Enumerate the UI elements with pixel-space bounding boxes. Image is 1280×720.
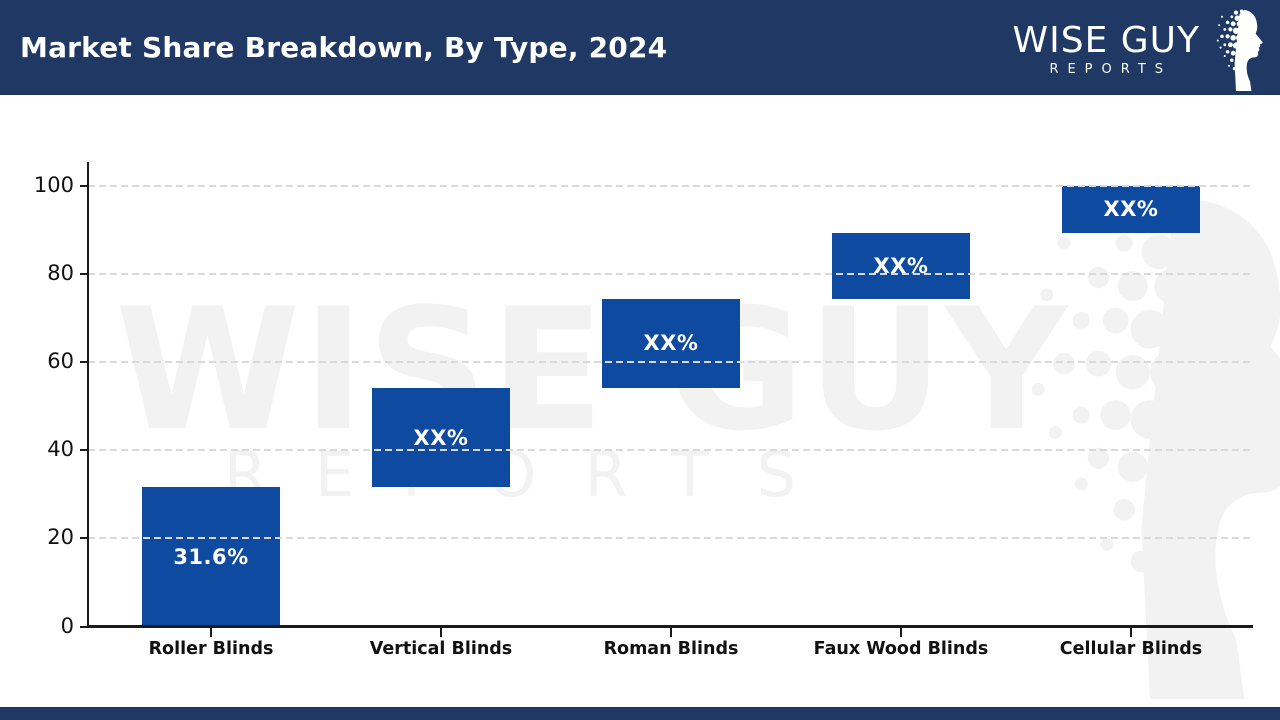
y-axis-line <box>87 162 89 627</box>
y-tick-mark <box>80 449 88 452</box>
y-tick-label: 40 <box>47 437 74 462</box>
gridline-y-60 <box>88 361 1253 364</box>
y-tick-mark <box>80 185 88 188</box>
x-category-label-roller-blinds: Roller Blinds <box>148 639 274 659</box>
y-tick-label: 60 <box>47 349 74 374</box>
gridline-y-100 <box>88 185 1253 188</box>
y-tick-mark <box>80 625 88 628</box>
bar-faux-wood-blinds: XX% <box>832 232 970 299</box>
x-tick-mark <box>900 628 902 637</box>
y-tick-mark <box>80 361 88 364</box>
y-tick-mark <box>80 537 88 540</box>
x-tick-mark <box>1130 628 1132 637</box>
x-tick-mark <box>210 628 212 637</box>
y-tick-label: 0 <box>60 613 74 638</box>
x-axis-line <box>87 625 1253 628</box>
bar-value-label: XX% <box>1103 197 1159 222</box>
logo-text-reports: REPORTS <box>1049 62 1173 77</box>
chart-title: Market Share Breakdown, By Type, 2024 <box>20 31 668 64</box>
y-tick-label: 100 <box>33 173 74 198</box>
x-category-label-faux-wood-blinds: Faux Wood Blinds <box>813 639 989 659</box>
bar-roman-blinds: XX% <box>602 298 740 388</box>
dotted-head-profile-icon <box>1216 9 1263 91</box>
footer-bar <box>0 707 1280 720</box>
x-category-label-cellular-blinds: Cellular Blinds <box>1059 639 1203 659</box>
gridline-y-20 <box>88 537 1253 540</box>
bar-value-label: 31.6% <box>173 544 249 569</box>
x-category-label-roman-blinds: Roman Blinds <box>603 639 739 659</box>
x-tick-mark <box>440 628 442 637</box>
header-bar: Market Share Breakdown, By Type, 2024 WI… <box>0 0 1280 95</box>
bar-roller-blinds: 31.6% <box>142 487 280 627</box>
y-tick-mark <box>80 273 88 276</box>
bar-vertical-blinds: XX% <box>372 387 510 488</box>
bar-value-label: XX% <box>413 425 469 450</box>
gridline-y-80 <box>88 273 1253 276</box>
logo-text-wise-guy: WISE GUY <box>1012 20 1200 61</box>
x-tick-mark <box>670 628 672 637</box>
x-category-label-vertical-blinds: Vertical Blinds <box>369 639 513 659</box>
y-tick-label: 20 <box>47 525 74 550</box>
wise-guy-reports-logo: WISE GUY REPORTS <box>1007 5 1272 91</box>
y-tick-label: 80 <box>47 261 74 286</box>
bar-value-label: XX% <box>643 331 699 356</box>
gridline-y-40 <box>88 449 1253 452</box>
bar-cellular-blinds: XX% <box>1062 186 1200 233</box>
